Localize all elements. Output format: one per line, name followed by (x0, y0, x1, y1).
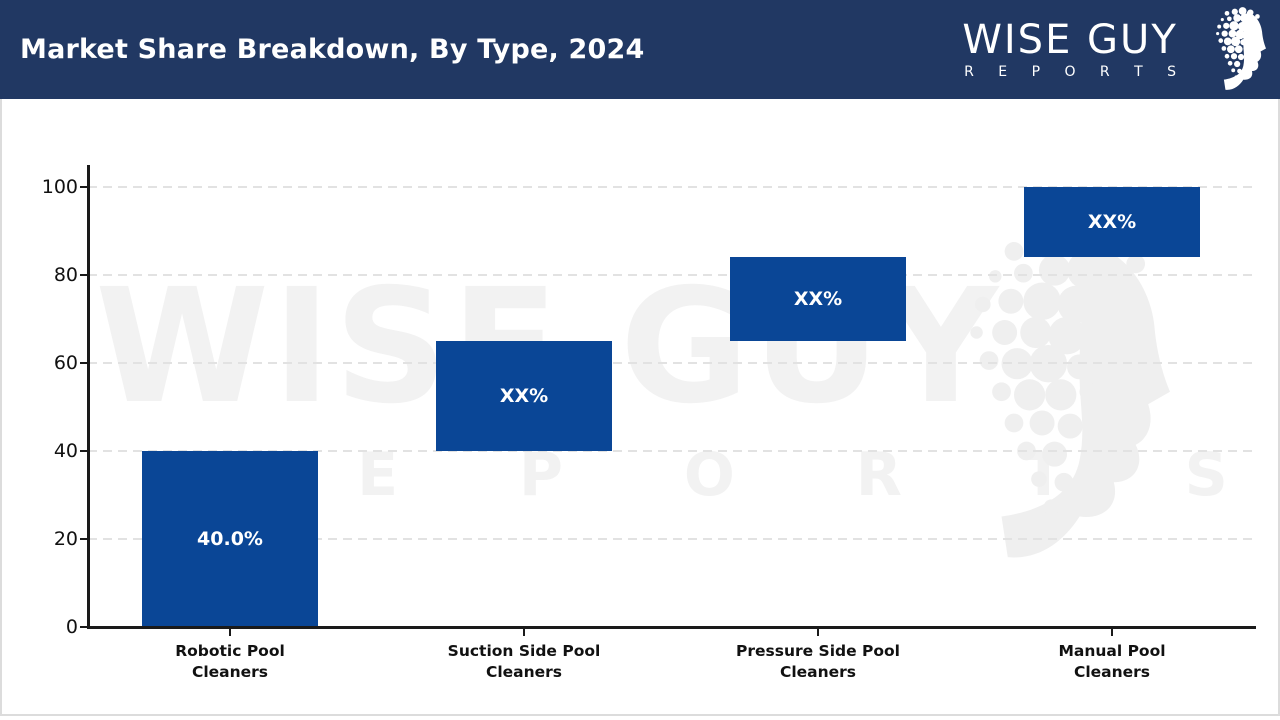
gridline-100 (88, 186, 1256, 188)
y-tick-20 (80, 538, 88, 540)
x-tick (817, 628, 819, 636)
x-tick (1111, 628, 1113, 636)
bar-segment: XX% (436, 341, 612, 451)
x-axis-line (87, 626, 1256, 629)
logo-wordmark: WISE GUY (962, 16, 1178, 63)
y-tick-60 (80, 362, 88, 364)
bar-value-label: 40.0% (197, 528, 263, 550)
bar-value-label: XX% (1087, 211, 1137, 234)
y-tick-label: 60 (53, 352, 78, 374)
x-category-label: Manual Pool Cleaners (1058, 642, 1166, 681)
page-title: Market Share Breakdown, By Type, 2024 (20, 34, 645, 65)
gridline-80 (88, 274, 1256, 276)
y-tick-100 (80, 186, 88, 188)
y-tick-label: 80 (53, 264, 78, 286)
y-tick-label: 40 (53, 440, 78, 462)
logo-subtitle: R E P O R T S (964, 63, 1186, 80)
y-tick-label: 100 (41, 176, 78, 198)
gridline-40 (88, 450, 1256, 452)
y-axis-line (87, 165, 90, 629)
chart-area: WISE GUY R E P O R T S 0 20 40 60 80 100 40.0%… (0, 99, 1280, 720)
y-tick-0 (80, 626, 88, 628)
header: Market Share Breakdown, By Type, 2024 WI… (0, 0, 1280, 99)
logo-text: WISE GUY R E P O R T S (954, 20, 1186, 80)
bar-segment: 40.0% (142, 451, 318, 627)
y-tick-label: 20 (53, 528, 78, 550)
bar-segment: XX% (1024, 187, 1200, 258)
y-tick-label: 0 (65, 616, 78, 638)
bar-value-label: XX% (793, 288, 843, 311)
x-category-label: Pressure Side Pool Cleaners (735, 642, 900, 681)
x-category-label: Suction Side Pool Cleaners (447, 642, 601, 681)
y-tick-40 (80, 450, 88, 452)
gridline-20 (88, 538, 1256, 540)
y-tick-80 (80, 274, 88, 276)
x-tick (523, 628, 525, 636)
bar-value-label: XX% (499, 385, 549, 407)
x-category-label: Robotic Pool Cleaners (175, 642, 285, 681)
bar-segment: XX% (730, 257, 906, 341)
gridline-60 (88, 362, 1256, 364)
x-tick (229, 628, 231, 636)
wiseguy-logo: WISE GUY R E P O R T S (954, 7, 1266, 93)
